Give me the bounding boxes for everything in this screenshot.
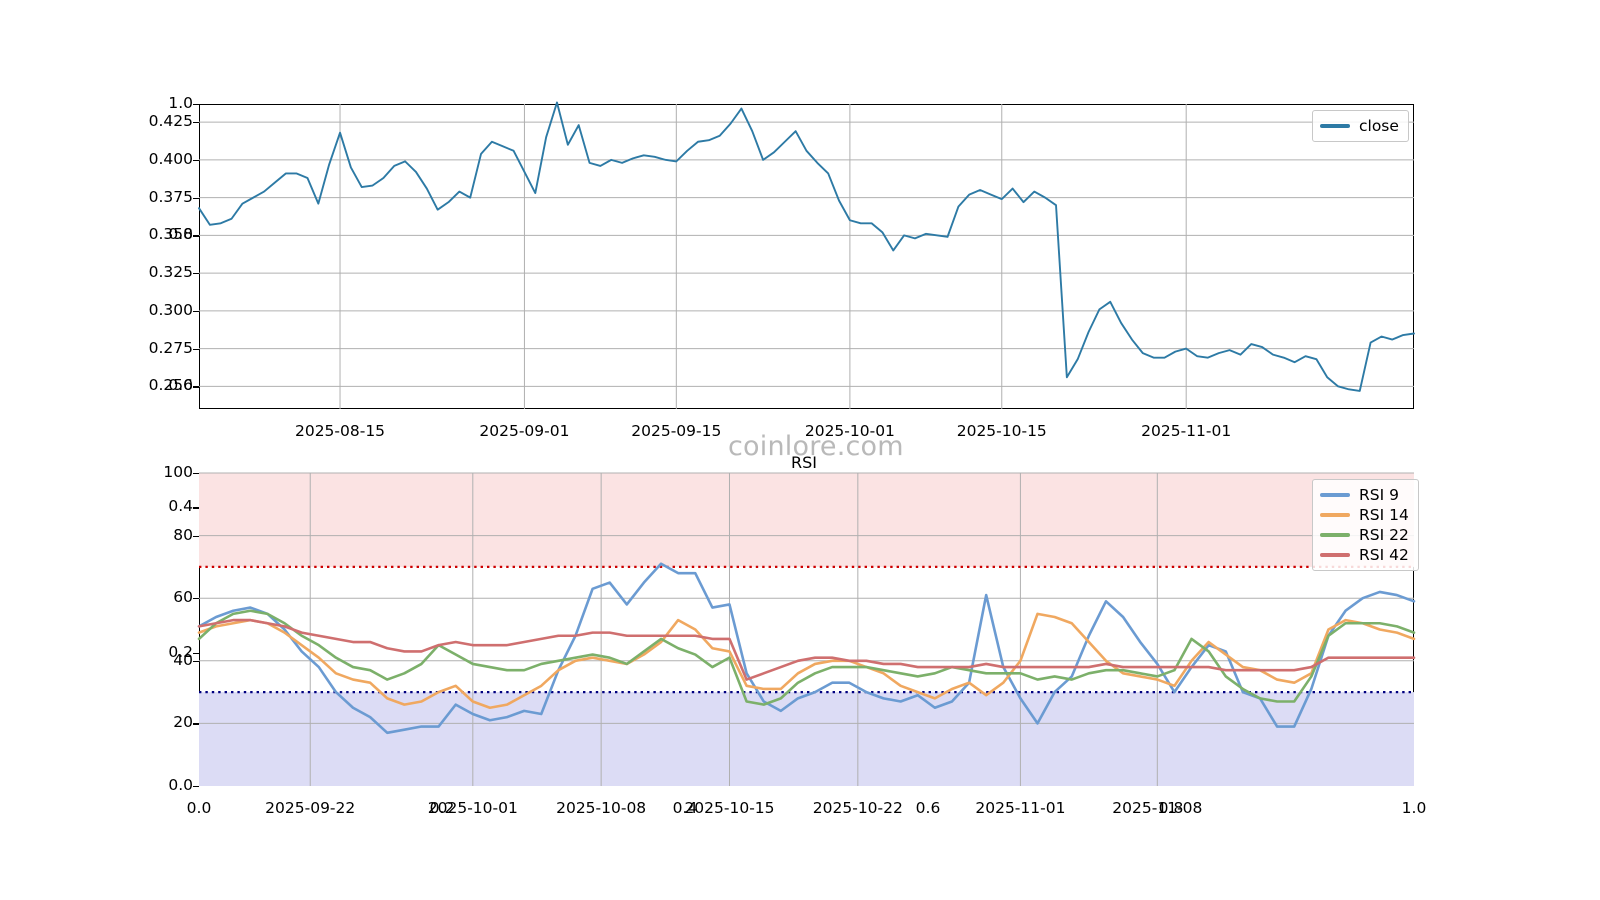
rsi-xtick-date: 2025-10-22 bbox=[812, 799, 903, 817]
price-ytickmark bbox=[193, 159, 199, 162]
price-ytick-secondary: 0.8 bbox=[168, 225, 193, 244]
price-xtick: 2025-08-15 bbox=[294, 422, 386, 440]
legend-label: close bbox=[1359, 117, 1399, 135]
legend-label: RSI 9 bbox=[1359, 486, 1399, 504]
rsi-ytick-primary: 60 bbox=[173, 588, 193, 607]
rsi-ytickmark-secondary bbox=[193, 786, 199, 788]
price-ytick-primary: 0.425 bbox=[148, 112, 193, 131]
price-ytick-secondary: 1.0 bbox=[168, 94, 193, 112]
price-ytickmark bbox=[193, 273, 199, 275]
price-legend[interactable]: close bbox=[1312, 110, 1409, 142]
legend-color-swatch bbox=[1320, 493, 1350, 497]
watermark: coinlore.com bbox=[728, 431, 904, 462]
legend-item[interactable]: RSI 42 bbox=[1320, 545, 1409, 565]
rsi-ytick-primary: 20 bbox=[173, 713, 193, 732]
legend-label: RSI 42 bbox=[1359, 546, 1409, 564]
rsi-xtick-secondary: 0.0 bbox=[186, 799, 212, 817]
rsi-ytick-secondary: 0.4 bbox=[168, 497, 193, 516]
price-xtick: 2025-09-15 bbox=[631, 422, 722, 440]
rsi-ytick-primary: 100 bbox=[163, 463, 193, 481]
rsi-ytick-primary: 40 bbox=[173, 650, 193, 669]
rsi-ytickmark-secondary bbox=[193, 652, 199, 655]
rsi-ytickmark bbox=[193, 535, 199, 537]
price-ytick-primary: 0.325 bbox=[148, 263, 193, 282]
rsi-ytick-secondary: 0.2 bbox=[168, 642, 193, 661]
rsi-xtick-date: 2025-09-22 bbox=[265, 799, 356, 817]
rsi-legend[interactable]: RSI 9 RSI 14 RSI 22 RSI 42 bbox=[1312, 479, 1419, 571]
rsi-xtick-secondary: 0.4 bbox=[672, 799, 698, 817]
legend-item[interactable]: RSI 9 bbox=[1320, 485, 1409, 505]
price-xtick: 2025-10-01 bbox=[804, 422, 895, 440]
price-xtick: 2025-11-01 bbox=[1141, 422, 1232, 440]
price-ytick-primary: 0.275 bbox=[148, 338, 193, 357]
rsi-xtick-secondary: 1.0 bbox=[1401, 799, 1427, 817]
price-ytick-primary: 0.400 bbox=[148, 149, 193, 168]
price-xtick: 2025-09-01 bbox=[479, 422, 570, 440]
price-ytickmark bbox=[193, 122, 199, 124]
legend-item[interactable]: RSI 22 bbox=[1320, 525, 1409, 545]
rsi-subtitle: RSI bbox=[791, 453, 817, 472]
price-ytick-primary: 0.300 bbox=[148, 300, 193, 319]
legend-item[interactable]: close bbox=[1320, 116, 1399, 136]
rsi-xtick-date: 2025-11-01 bbox=[975, 799, 1066, 817]
price-ytickmark-secondary bbox=[193, 386, 199, 388]
price-xtick: 2025-10-15 bbox=[956, 422, 1047, 440]
rsi-ytickmark bbox=[193, 598, 199, 600]
rsi-ytickmark bbox=[193, 723, 199, 725]
rsi-xtick-secondary: 0.2 bbox=[429, 799, 455, 817]
legend-item[interactable]: RSI 14 bbox=[1320, 505, 1409, 525]
legend-label: RSI 22 bbox=[1359, 526, 1409, 544]
price-ytick-secondary: 0.6 bbox=[168, 376, 193, 395]
price-ytick-primary: 0.375 bbox=[148, 187, 193, 206]
legend-color-swatch bbox=[1320, 124, 1350, 128]
price-ytickmark-secondary bbox=[193, 104, 199, 106]
rsi-ytickmark-secondary bbox=[193, 507, 199, 509]
legend-color-swatch bbox=[1320, 533, 1350, 537]
price-ytick-primary: 0.250 bbox=[148, 376, 193, 395]
rsi-xtick-date: 2025-11-08 bbox=[1112, 799, 1203, 817]
legend-label: RSI 14 bbox=[1359, 506, 1409, 524]
rsi-ytickmark bbox=[193, 473, 199, 475]
legend-color-swatch bbox=[1320, 513, 1350, 517]
price-ytickmark bbox=[193, 197, 199, 199]
rsi-ytick-secondary: 0.0 bbox=[168, 776, 193, 794]
price-ytickmark bbox=[193, 348, 199, 350]
rsi-ytick-primary: 80 bbox=[173, 525, 193, 544]
price-plot-area bbox=[199, 104, 1414, 409]
rsi-xtick-date: 2025-10-15 bbox=[684, 799, 775, 817]
rsi-xtick-secondary: 0.8 bbox=[1158, 799, 1184, 817]
rsi-xtick-date: 2025-10-08 bbox=[556, 799, 647, 817]
rsi-xtick-date: 2025-10-01 bbox=[427, 799, 518, 817]
legend-color-swatch bbox=[1320, 553, 1350, 557]
rsi-ytickmark bbox=[193, 660, 199, 663]
price-ytickmark bbox=[193, 310, 199, 313]
rsi-xtick-secondary: 0.6 bbox=[915, 799, 941, 817]
price-ytick-primary: 0.350 bbox=[148, 225, 193, 244]
price-ytickmark-secondary bbox=[193, 235, 199, 237]
